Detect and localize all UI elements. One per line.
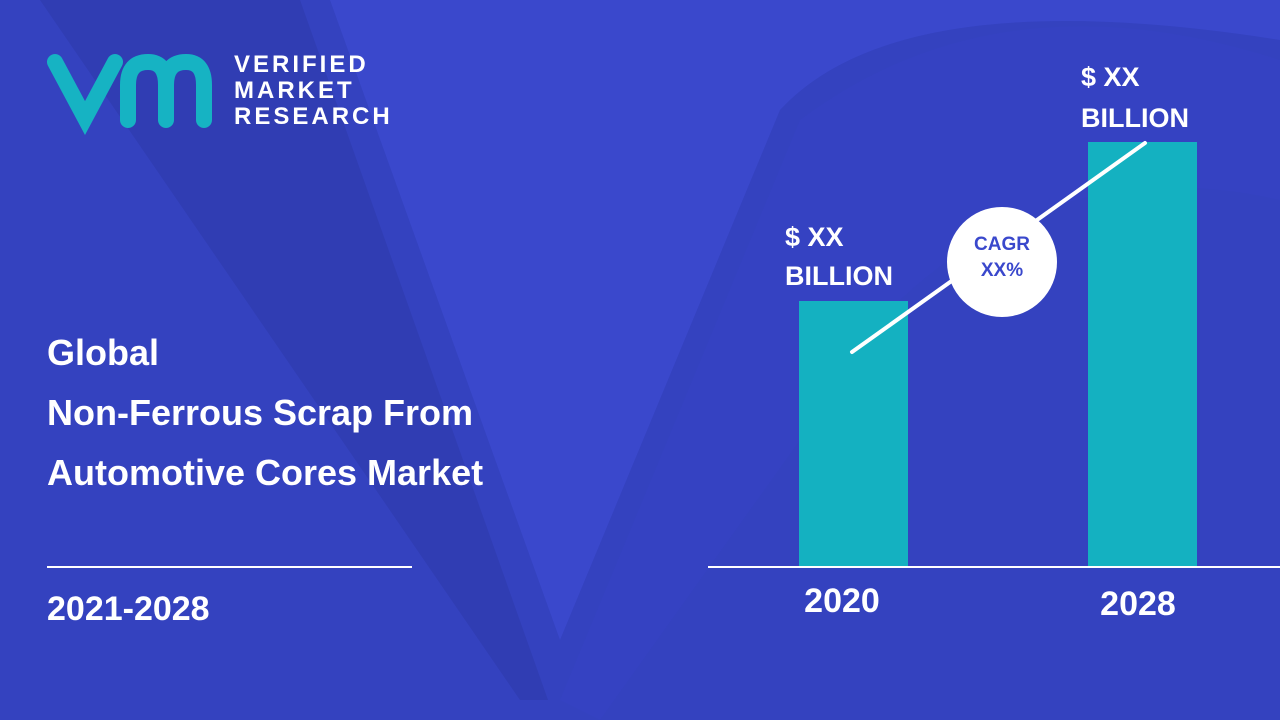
year-label: 2028 (1100, 585, 1176, 623)
bar-label: $ XX (1081, 62, 1140, 92)
logo-text: MARKET (234, 77, 355, 104)
bar-label: BILLION (1081, 103, 1189, 133)
logo-m (120, 53, 212, 128)
title-line: Automotive Cores Market (47, 452, 483, 493)
background-v (560, 26, 1280, 720)
period: 2021-2028 (47, 590, 210, 628)
year-label: 2020 (804, 582, 880, 620)
background-v (40, 0, 548, 700)
bar-label: BILLION (785, 261, 893, 291)
bar (1088, 142, 1197, 567)
cagr-badge (947, 207, 1057, 317)
cagr-text: XX% (981, 260, 1023, 281)
logo-mark (47, 53, 212, 135)
cagr-text: CAGR (974, 234, 1030, 255)
bar (799, 301, 908, 567)
logo-text: VERIFIED (234, 51, 369, 78)
logo-text: RESEARCH (234, 103, 393, 130)
title-line: Non-Ferrous Scrap From (47, 392, 473, 433)
bar-label: $ XX (785, 222, 844, 252)
logo-v (47, 54, 123, 135)
title-line: Global (47, 332, 159, 373)
